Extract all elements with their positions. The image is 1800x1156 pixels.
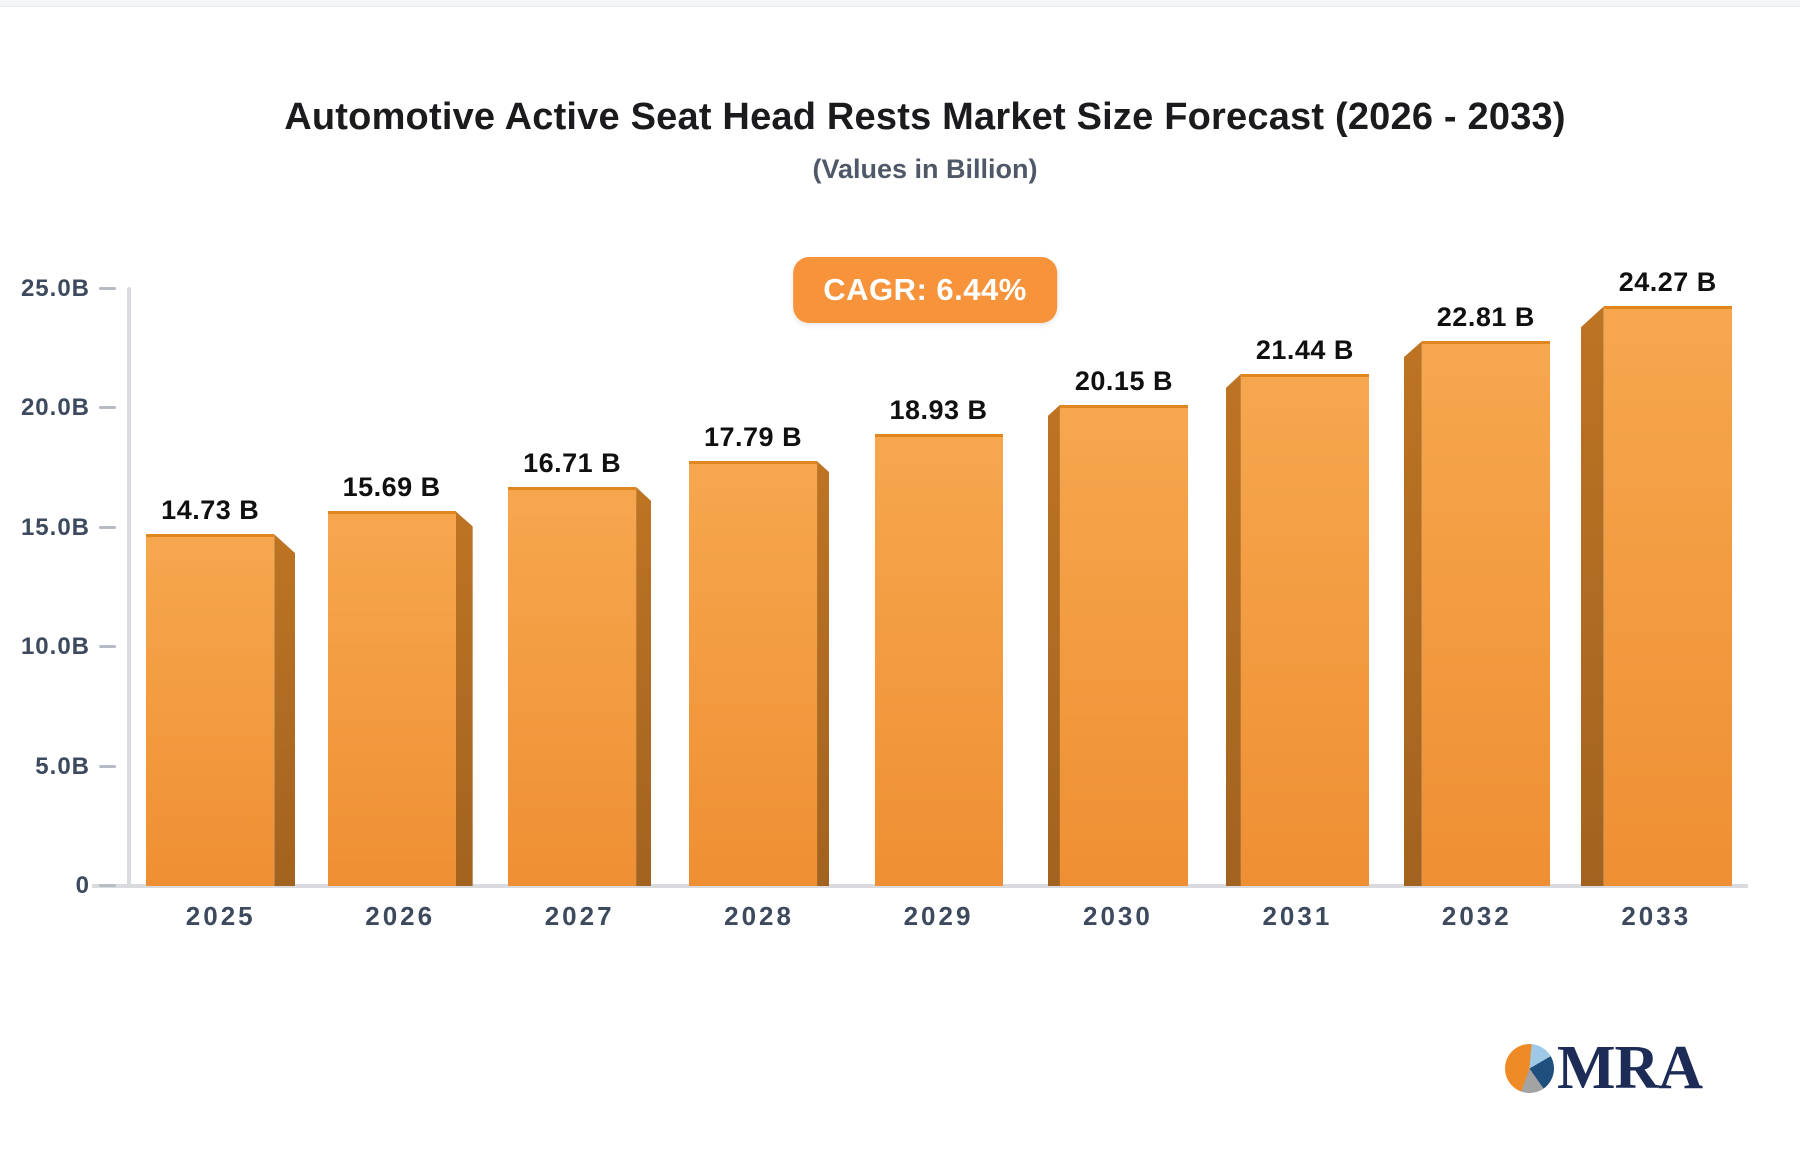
page-top-edge [0,0,1800,7]
pie-chart-logo-icon [1505,1043,1554,1093]
brand-logo-text: MRA [1557,1034,1703,1102]
bar-value-label-2026: 15.69 B [342,472,441,503]
y-axis-tick-label: 15.0B [20,513,90,541]
chart-subtitle: (Values in Billion) [812,154,1038,184]
bar-3d-side-2033 [1580,306,1604,886]
cagr-badge: CAGR: 6.44% [793,257,1057,323]
x-axis-label-2027: 2027 [544,901,615,931]
y-axis-tick-label: 20.0B [20,394,90,422]
y-axis-line [127,287,131,888]
bar-2025 [146,534,275,886]
y-axis-tick-mark [99,287,116,290]
bar-3d-side-2027 [636,486,652,886]
bar-value-label-2027: 16.71 B [523,447,622,478]
bar-2029 [874,433,1003,886]
bar-3d-side-2025 [274,534,296,886]
bar-value-label-2025: 14.73 B [161,495,260,526]
bar-value-label-2028: 17.79 B [704,422,803,453]
bar-value-label-2030: 20.15 B [1074,365,1173,396]
bar-3d-side-2032 [1403,341,1422,886]
x-axis-label-2029: 2029 [903,901,974,931]
bar-2026 [327,511,456,886]
y-axis-tick-mark [99,525,116,529]
x-axis-baseline [92,884,1748,888]
x-axis-label-2028: 2028 [724,901,794,931]
bar-2027 [508,486,637,886]
bar-value-label-2032: 22.81 B [1436,302,1535,333]
y-axis-tick-mark [99,645,116,649]
x-axis-label-2025: 2025 [185,901,256,931]
y-axis-tick-label: 10.0B [20,633,90,661]
y-axis-tick-label: 25.0B [20,275,90,302]
bar-2028 [689,461,818,886]
bar-2032 [1421,341,1550,886]
x-axis-label-2033: 2033 [1621,901,1692,931]
bar-value-label-2029: 18.93 B [889,394,988,425]
chart-title: Automotive Active Seat Head Rests Market… [284,96,1566,138]
bar-3d-side-2026 [455,511,473,886]
y-axis-tick-label: 5.0B [35,752,90,780]
y-axis-tick-mark [99,884,116,887]
bar-value-label-2033: 24.27 B [1618,267,1717,298]
y-axis-tick-mark [99,406,116,410]
bar-2033 [1603,306,1732,886]
bar-3d-side-2031 [1225,374,1241,886]
bar-3d-side-2030 [1047,404,1060,886]
brand-logo: MRA [1505,1034,1703,1102]
y-axis-tick-label: 0 [75,872,90,899]
bar-2030 [1059,404,1188,886]
x-axis-label-2032: 2032 [1441,901,1512,931]
bar-2031 [1240,374,1369,886]
y-axis-tick-mark [99,764,116,768]
x-axis-label-2031: 2031 [1262,901,1333,931]
x-axis-label-2030: 2030 [1083,901,1153,931]
bar-value-label-2031: 21.44 B [1255,335,1354,365]
x-axis-label-2026: 2026 [365,901,436,931]
bar-3d-side-2028 [817,461,830,886]
